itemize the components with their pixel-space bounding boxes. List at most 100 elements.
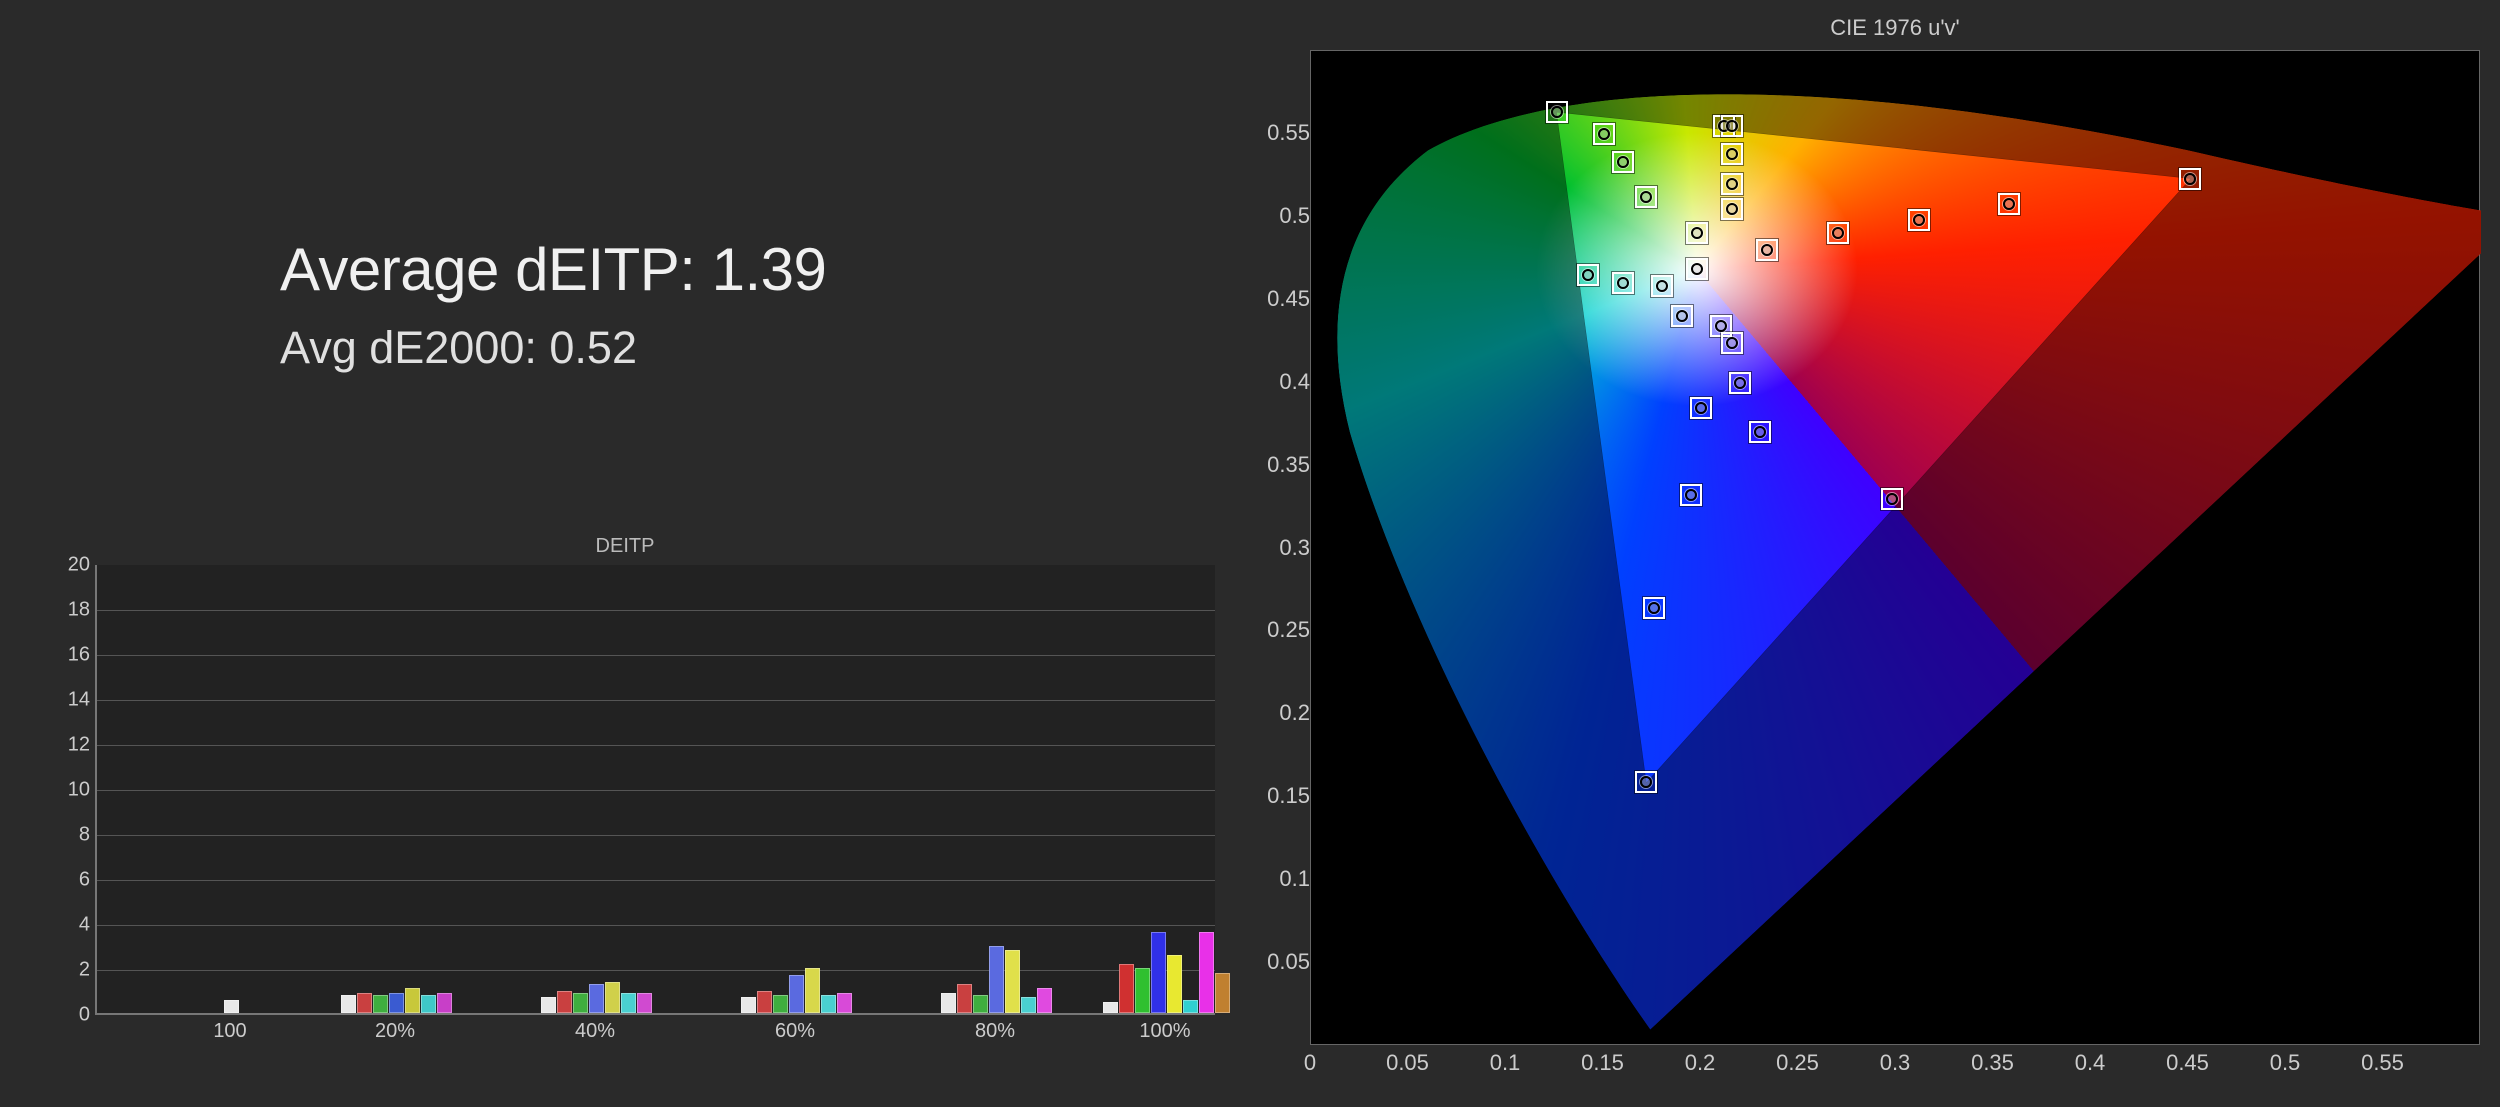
cie-ytick: 0.55	[1267, 120, 1310, 146]
deitp-bar	[437, 993, 452, 1013]
deitp-bar	[1183, 1000, 1198, 1014]
cie-xtick: 0.45	[2166, 1050, 2209, 1076]
spectral-locus	[1311, 51, 2481, 1046]
deitp-bar	[757, 991, 772, 1014]
cie-measured-marker	[1648, 602, 1660, 614]
deitp-barchart: DEITP 02468101214161820 10020%40%60%80%1…	[30, 535, 1220, 1060]
deitp-bar	[621, 993, 636, 1013]
cie-measured-marker	[1695, 402, 1707, 414]
deitp-bar	[637, 993, 652, 1013]
cie-measured-marker	[1754, 426, 1766, 438]
cie-ytick: 0.2	[1279, 700, 1310, 726]
cie-xtick: 0.25	[1776, 1050, 1819, 1076]
barchart-plot-area	[95, 565, 1215, 1015]
deitp-bar	[1037, 988, 1052, 1013]
deitp-bar	[1167, 955, 1182, 1014]
cie-measured-marker	[1685, 489, 1697, 501]
deitp-bar	[1215, 973, 1230, 1014]
cie-ytick: 0.1	[1279, 866, 1310, 892]
cie-xtick: 0.55	[2361, 1050, 2404, 1076]
cie-xtick: 0	[1304, 1050, 1316, 1076]
cie-xtick: 0.35	[1971, 1050, 2014, 1076]
deitp-bar	[741, 997, 756, 1013]
cie-measured-marker	[1761, 244, 1773, 256]
deitp-bar	[421, 995, 436, 1013]
cie-measured-marker	[1617, 277, 1629, 289]
cie-measured-marker	[1726, 203, 1738, 215]
deitp-bar	[1151, 932, 1166, 1013]
cie-measured-marker	[1886, 493, 1898, 505]
barchart-ytick: 16	[68, 644, 90, 667]
cie-ytick: 0.15	[1267, 783, 1310, 809]
cie-chart: CIE 1976 u'v' 0.05 0.1 0.15 0.2 0.25 0.3 0.35 0…	[1230, 10, 2490, 1095]
cie-measured-marker	[1726, 178, 1738, 190]
cie-ytick: 0.5	[1279, 203, 1310, 229]
cie-measured-marker	[1832, 227, 1844, 239]
cie-ytick: 0.45	[1267, 286, 1310, 312]
barchart-ytick: 12	[68, 734, 90, 757]
average-deitp-label: Average dEITP: 1.39	[280, 235, 826, 304]
deitp-bar	[1005, 950, 1020, 1013]
deitp-bar	[1119, 964, 1134, 1014]
cie-ytick: 0.05	[1267, 949, 1310, 975]
deitp-bar	[941, 993, 956, 1013]
deitp-bar	[341, 995, 356, 1013]
cie-measured-marker	[1640, 776, 1652, 788]
cie-measured-marker	[1691, 227, 1703, 239]
deitp-bar	[589, 984, 604, 1013]
deitp-bar	[773, 995, 788, 1013]
cie-xtick: 0.4	[2075, 1050, 2106, 1076]
cie-measured-marker	[2184, 173, 2196, 185]
barchart-xtick: 80%	[975, 1020, 1015, 1043]
cie-measured-marker	[1726, 337, 1738, 349]
cie-xtick: 0.15	[1581, 1050, 1624, 1076]
deitp-bar	[989, 946, 1004, 1014]
deitp-bar	[837, 993, 852, 1013]
cie-ytick: 0.35	[1267, 452, 1310, 478]
barchart-xtick: 100%	[1139, 1020, 1190, 1043]
deitp-bar	[541, 997, 556, 1013]
cie-xtick: 0.3	[1880, 1050, 1911, 1076]
deitp-bar	[957, 984, 972, 1013]
deitp-bar	[805, 968, 820, 1013]
cie-ytick: 0.4	[1279, 369, 1310, 395]
cie-measured-marker	[1551, 106, 1563, 118]
barchart-ytick: 20	[68, 554, 90, 577]
deitp-bar	[573, 993, 588, 1013]
cie-ytick: 0.25	[1267, 617, 1310, 643]
cie-measured-marker	[1640, 191, 1652, 203]
deitp-bar	[389, 993, 404, 1013]
stats-block: Average dEITP: 1.39 Avg dE2000: 0.52	[280, 235, 826, 374]
deitp-bar	[357, 993, 372, 1013]
cie-xtick: 0.5	[2270, 1050, 2301, 1076]
barchart-ytick: 14	[68, 689, 90, 712]
deitp-bar	[605, 982, 620, 1014]
deitp-bar	[224, 1000, 239, 1014]
cie-measured-marker	[2003, 198, 2015, 210]
barchart-xtick: 40%	[575, 1020, 615, 1043]
cie-xtick: 0.1	[1490, 1050, 1521, 1076]
barchart-ytick: 8	[79, 824, 90, 847]
cie-chart-title: CIE 1976 u'v'	[1310, 15, 2480, 41]
barchart-ytick: 6	[79, 869, 90, 892]
deitp-bar	[1103, 1002, 1118, 1013]
deitp-bar	[405, 988, 420, 1013]
cie-measured-marker	[1598, 128, 1610, 140]
cie-measured-marker	[1617, 156, 1629, 168]
deitp-bar	[373, 995, 388, 1013]
deitp-bar	[1021, 997, 1036, 1013]
barchart-ytick: 4	[79, 914, 90, 937]
barchart-ytick: 0	[79, 1004, 90, 1027]
cie-measured-marker	[1734, 377, 1746, 389]
cie-measured-marker	[1726, 120, 1738, 132]
deitp-bar	[821, 995, 836, 1013]
barchart-ytick: 18	[68, 599, 90, 622]
deitp-bar	[1135, 968, 1150, 1013]
deitp-bar	[557, 991, 572, 1014]
cie-measured-marker	[1691, 263, 1703, 275]
cie-measured-marker	[1726, 148, 1738, 160]
deitp-bar	[1199, 932, 1214, 1013]
cie-measured-marker	[1656, 280, 1668, 292]
cie-xtick: 0.2	[1685, 1050, 1716, 1076]
cie-measured-marker	[1582, 269, 1594, 281]
